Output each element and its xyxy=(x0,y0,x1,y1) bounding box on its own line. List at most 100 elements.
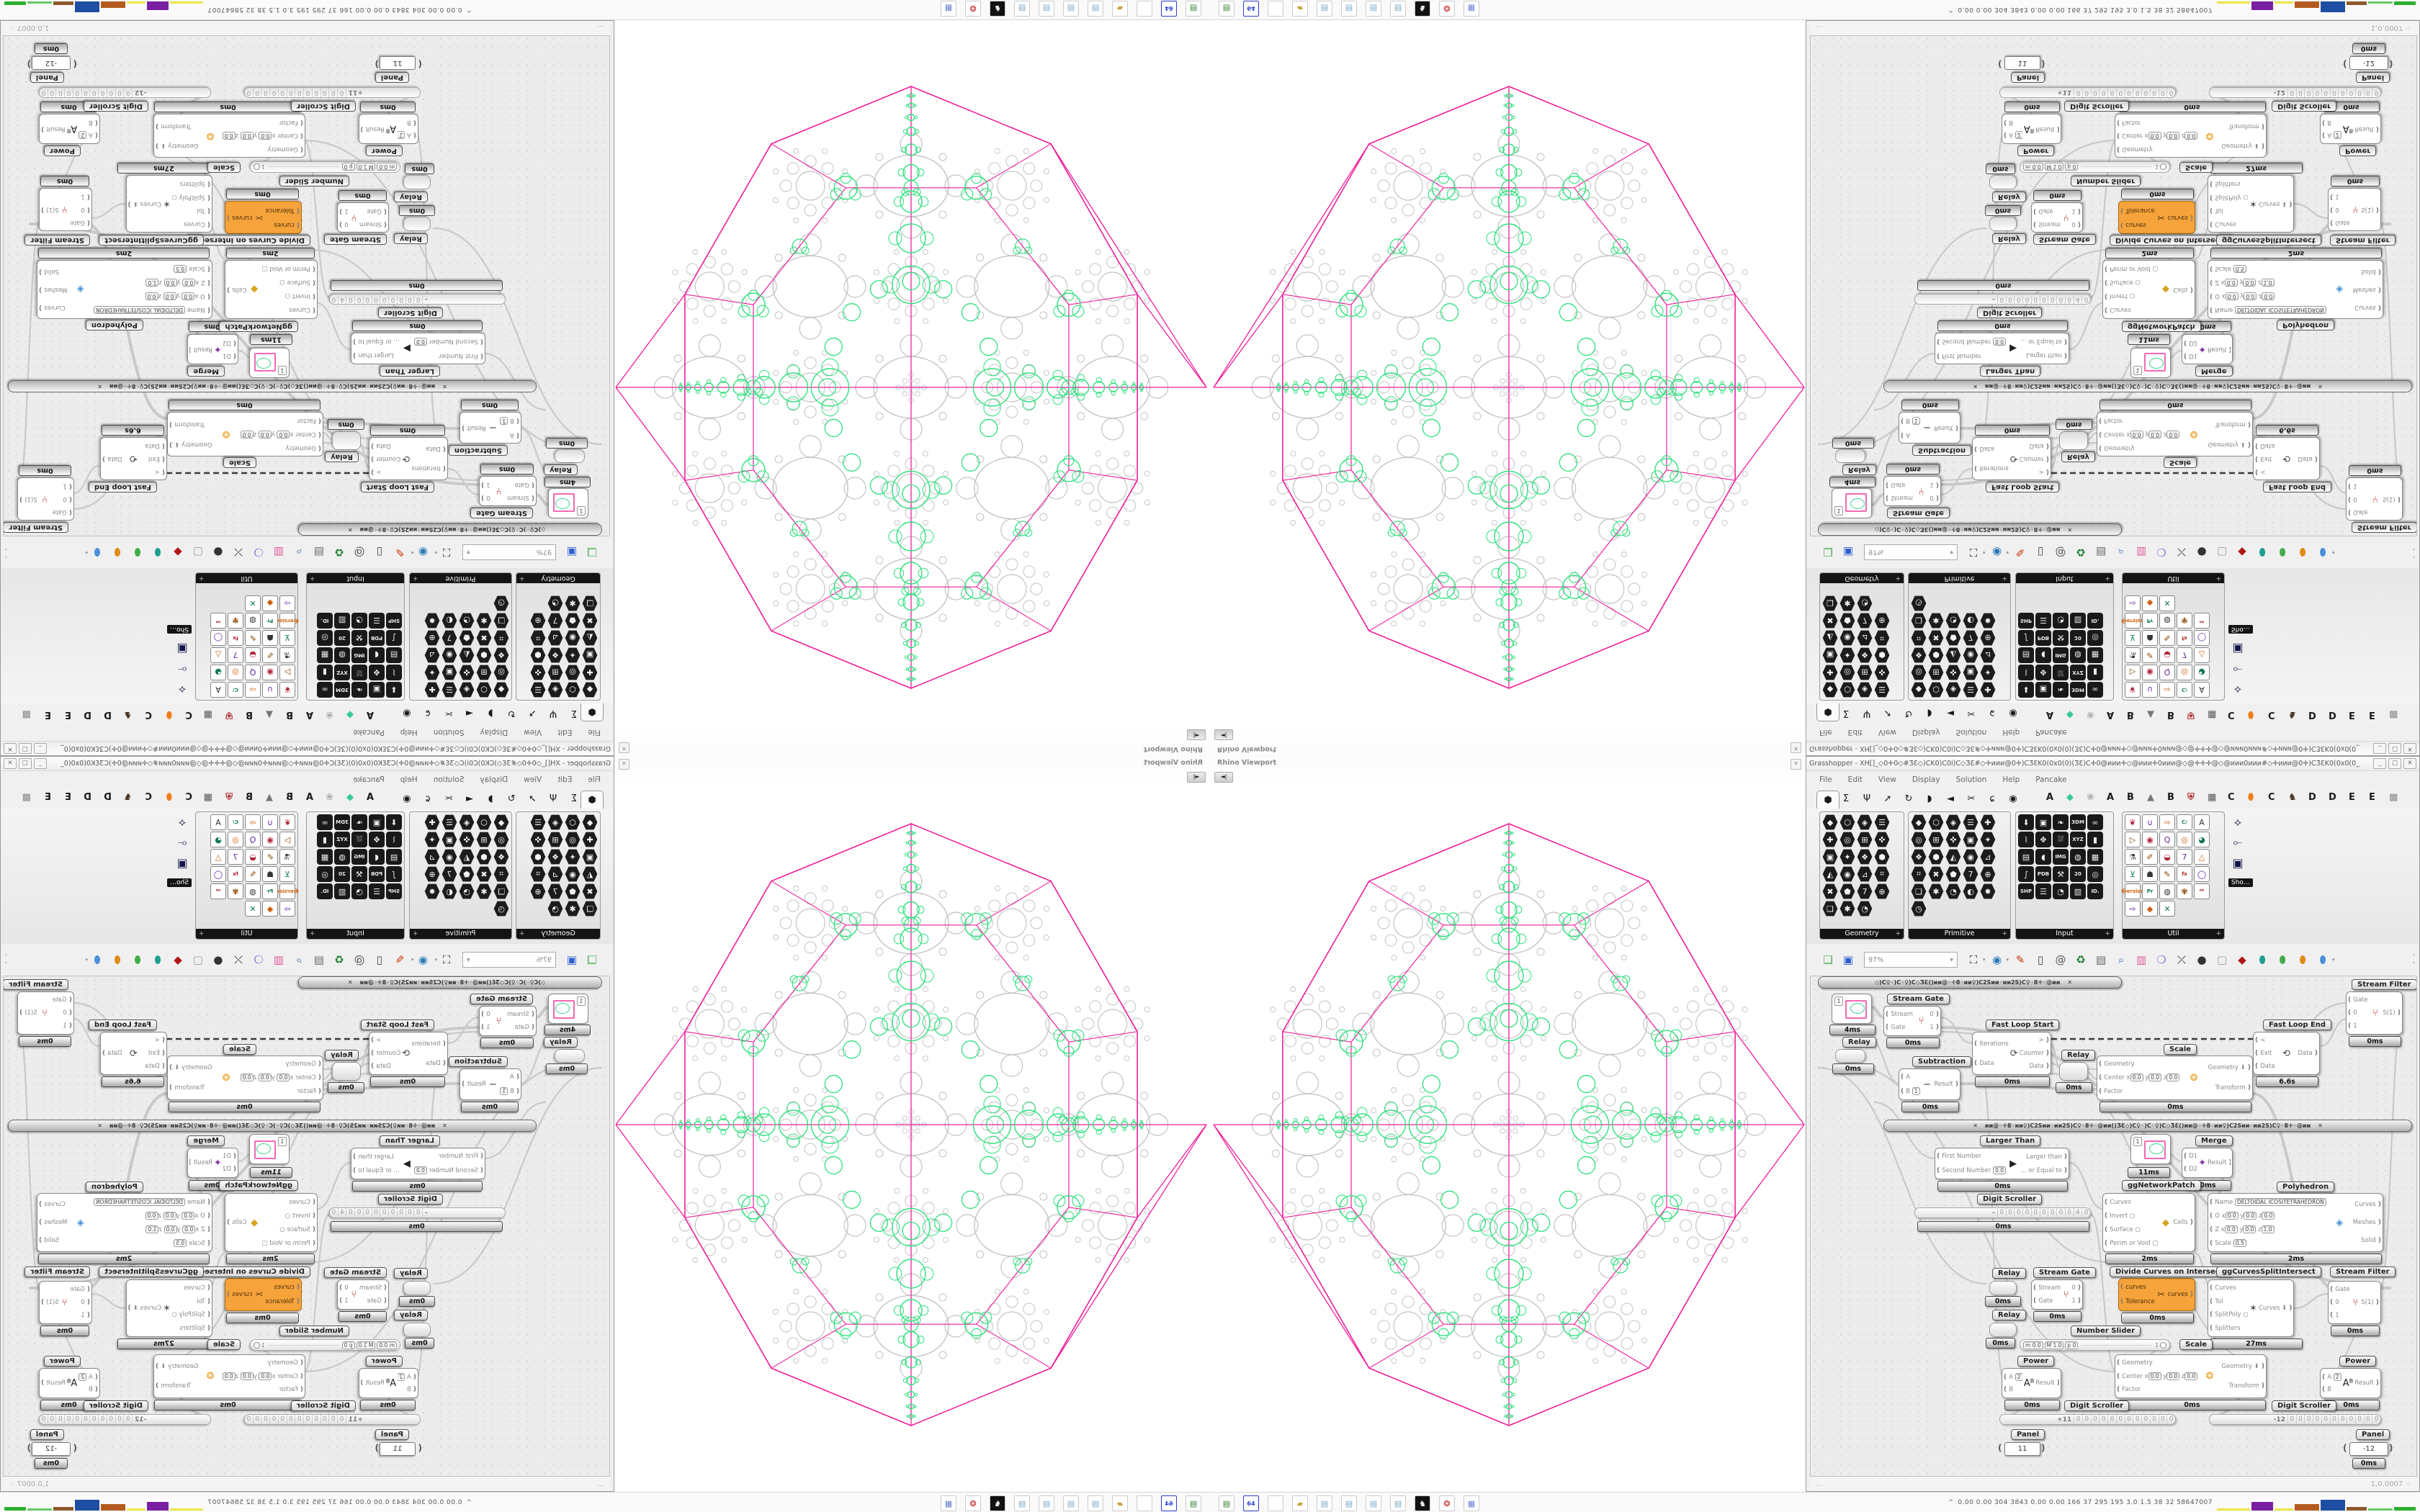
component-icon[interactable]: ⇨ xyxy=(2159,814,2175,830)
toolbar-overflow-icon[interactable]: ⌃ ⌄ xyxy=(4,547,9,559)
plugin-tab-c9[interactable]: C xyxy=(185,709,192,720)
zoom-select[interactable]: 97% ▾ xyxy=(1864,544,1958,560)
component-icon[interactable]: IMG xyxy=(351,647,367,663)
input-port[interactable]: ( Geometry xyxy=(285,1061,321,1068)
scroller-digit[interactable]: 0 xyxy=(372,1208,381,1218)
value-chip[interactable]: 0.0 xyxy=(2130,1074,2143,1082)
slider-chip[interactable]: M 1.0 xyxy=(2044,163,2064,171)
component-icon[interactable]: ◉ xyxy=(442,647,457,663)
output-port[interactable]: Result ) xyxy=(361,125,385,132)
digit-scroller-node[interactable]: +11 0 0 0 0 0 0 0 0 0 0 0 0 xyxy=(244,1414,421,1425)
input-port[interactable]: ( Gate xyxy=(1886,481,1906,488)
input-port[interactable]: ( 1 xyxy=(2330,193,2339,200)
input-port[interactable]: ( 1 xyxy=(63,482,72,490)
input-port[interactable]: ( Iterations xyxy=(1974,1040,2009,1048)
output-port[interactable]: Result ) xyxy=(2354,1380,2379,1387)
component-icon[interactable]: ◈ xyxy=(459,814,475,830)
minimize-button[interactable]: _ xyxy=(2373,743,2386,754)
value-chip[interactable]: 0.0 xyxy=(163,292,176,300)
component-icon[interactable]: Pr xyxy=(2142,613,2158,629)
node-tag-relay[interactable]: Relay xyxy=(1842,464,1876,475)
scroller-digit[interactable]: 0 xyxy=(295,1415,305,1424)
plugin-tab-d14[interactable]: D xyxy=(2329,792,2336,803)
component-icon[interactable]: ◆ xyxy=(262,595,278,611)
component-node[interactable]: ( Curves( Tol( SplitPoly ○( Splitters ✶ Cu… xyxy=(2208,1279,2294,1337)
notepad-icon[interactable]: ▤ xyxy=(1341,1495,1357,1511)
input-port[interactable]: ( Curves xyxy=(289,306,315,314)
component-icon[interactable]: ◎ xyxy=(565,665,581,680)
component-icon[interactable]: ✦ xyxy=(424,832,440,847)
input-port[interactable]: ( Second Number 0.0 xyxy=(413,1166,483,1174)
component-node[interactable]: ( Gate( 0( 1 ⑂ S(1) ) xyxy=(2328,188,2381,231)
output-port[interactable]: Larger than ) xyxy=(353,351,394,359)
component-icon[interactable]: ⚗ xyxy=(279,849,295,865)
viewport-collapse-button[interactable]: ◄| xyxy=(1214,729,1233,740)
component-icon[interactable]: ◖ xyxy=(369,849,385,865)
input-port[interactable]: ( A 2 xyxy=(2004,1372,2022,1381)
category-tab-5[interactable]: ◗ xyxy=(1927,793,1932,804)
zoom-extents-icon[interactable]: ⛶ xyxy=(1969,953,1978,966)
notepad-icon[interactable]: ▤ xyxy=(1366,1,1381,17)
folder-icon[interactable]: ▰ xyxy=(1292,1,1308,17)
component-icon[interactable]: ▦ xyxy=(2087,647,2103,663)
component-icon[interactable]: ◎ xyxy=(228,832,243,847)
input-port[interactable]: ( 0 xyxy=(2348,495,2357,503)
output-port[interactable]: Geometry ⬇ ) xyxy=(2208,441,2251,448)
gem-icon[interactable]: ◆ xyxy=(2066,709,2074,720)
output-port[interactable]: Curves ⬇ ) xyxy=(2258,200,2292,207)
category-tab-8[interactable]: ɕ xyxy=(425,708,431,719)
component-icon[interactable]: ◆ xyxy=(2142,901,2158,917)
component-icon[interactable]: ✾ xyxy=(228,613,243,629)
node-tag-digit-scroller[interactable]: Digit Scroller xyxy=(377,1194,443,1205)
value-chip[interactable]: 0.0 xyxy=(277,430,290,438)
component-icon[interactable]: �ersion xyxy=(2121,883,2144,899)
node-tag-scale[interactable]: Scale xyxy=(207,162,241,173)
wires-icon[interactable]: ⤫ xyxy=(2177,953,2187,966)
component-icon[interactable]: ✎ xyxy=(2159,866,2175,882)
input-port[interactable]: ( Exit xyxy=(148,1050,165,1057)
wires-icon[interactable]: ⤫ xyxy=(2177,546,2187,559)
component-icon[interactable]: ◖ xyxy=(2035,849,2051,865)
node-tag-scale[interactable]: Scale xyxy=(2164,457,2197,468)
component-icon[interactable]: ☰ xyxy=(2035,883,2051,899)
blank-icon[interactable] xyxy=(1268,1,1283,17)
component-icon[interactable]: ☰ xyxy=(1874,682,1890,698)
input-port[interactable]: ( 0 xyxy=(2348,1009,2357,1017)
component-icon[interactable]: ∪ xyxy=(262,682,278,698)
digit-scroller-node[interactable]: +11 0 0 0 0 0 0 0 0 0 0 0 0 xyxy=(1999,87,2176,98)
component-icon[interactable]: ◎ xyxy=(317,866,333,882)
component-node[interactable]: ( D1( D2✦Result ) xyxy=(187,334,238,364)
scroller-digit[interactable]: 0 xyxy=(380,1208,390,1218)
input-port[interactable]: ( curves xyxy=(274,1284,300,1291)
node-tag-relay[interactable]: Relay xyxy=(544,464,578,475)
input-port[interactable]: ( Stream xyxy=(506,1011,534,1018)
component-icon[interactable]: ✚ xyxy=(424,814,440,830)
node-tag-stream-gate[interactable]: Stream Gate xyxy=(324,234,387,245)
group-close-icon[interactable]: ✕ xyxy=(97,383,102,390)
scroller-digit[interactable]: 0 xyxy=(115,88,125,97)
definition-canvas[interactable]: ◇)C♀◦)C◦♀)C◇ƷƐ()ии@◦✛8◦ии♀)C2Sии◦ии2S)C♀… xyxy=(3,35,610,536)
input-port[interactable]: ( B 1 xyxy=(500,417,519,426)
component-icon[interactable]: ⌗ xyxy=(493,866,509,882)
cylinder-icon[interactable]: ▢ xyxy=(192,953,204,966)
palette-label[interactable]: Primitive + xyxy=(410,573,511,583)
mini-palette-icon[interactable]: ▣ xyxy=(2232,855,2244,870)
node-tag-stream-filter[interactable]: Stream Filter xyxy=(2330,235,2396,246)
maximize-button[interactable]: □ xyxy=(2388,758,2401,769)
palette-expand-icon[interactable]: + xyxy=(310,575,315,582)
output-port[interactable]: Meshes ) xyxy=(2352,286,2381,294)
output-port[interactable]: Transform ) xyxy=(169,420,205,428)
preview-green-icon[interactable]: ⬮ xyxy=(2279,953,2286,966)
component-icon[interactable]: ⊞ xyxy=(476,832,492,847)
component-icon[interactable]: ◭ xyxy=(459,647,475,663)
input-port[interactable]: ( A 2 xyxy=(79,131,98,140)
component-icon[interactable]: ⛆ xyxy=(351,665,367,680)
output-port[interactable]: 0 ) xyxy=(481,494,490,501)
plugin-tab-a0[interactable]: A xyxy=(2046,792,2054,803)
preview-orange-icon[interactable]: ⬮ xyxy=(2299,546,2306,559)
input-port[interactable]: ( Z x0.0 y0.0 z1.0 xyxy=(94,279,210,287)
menu-item-solution[interactable]: Solution xyxy=(433,775,465,784)
value-chip[interactable]: 1 xyxy=(500,417,508,426)
value-chip[interactable]: 0.0 xyxy=(163,1212,176,1220)
